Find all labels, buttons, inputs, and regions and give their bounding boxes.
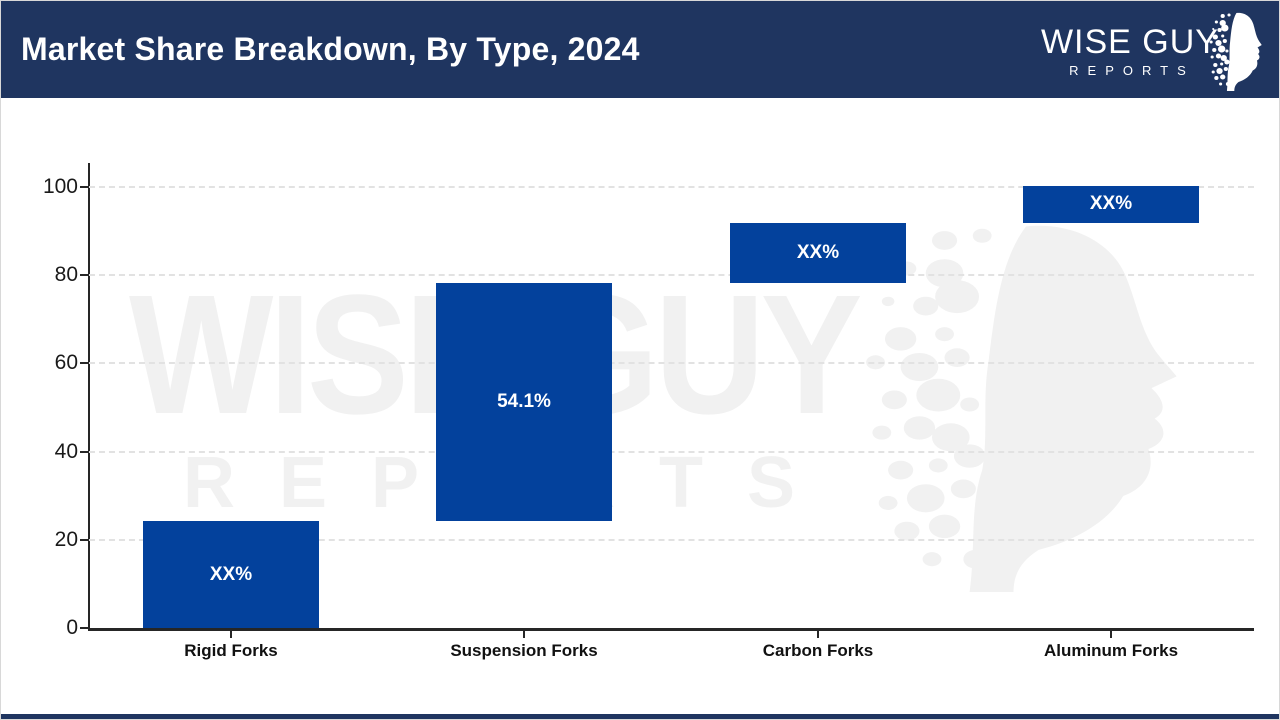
x-tick-mark: [817, 631, 819, 638]
watermark-face-dots-icon: [866, 225, 1177, 592]
gridline-40: [89, 450, 1254, 453]
logo-face-dots-icon: [1209, 12, 1262, 91]
gridline-100: [89, 186, 1254, 188]
y-tick-mark: [80, 274, 89, 277]
bar-aluminum-forks: XX%: [1023, 185, 1199, 223]
y-tick-label: 0: [66, 616, 78, 639]
bar-carbon-forks: XX%: [730, 222, 906, 283]
logo-text: WISE GUY REPORTS: [1041, 25, 1219, 78]
logo-reports-label: REPORTS: [1069, 63, 1195, 78]
x-axis-category-label: Aluminum Forks: [1043, 641, 1179, 660]
footer-bar: [1, 714, 1279, 719]
header-bar: Market Share Breakdown, By Type, 2024 WI…: [1, 1, 1279, 98]
y-tick-mark: [80, 450, 89, 453]
x-tick-mark: [523, 631, 525, 638]
y-tick-mark: [80, 538, 89, 541]
x-tick-mark: [230, 631, 232, 638]
bar-value-label: XX%: [209, 563, 253, 585]
bar-value-label: XX%: [1089, 193, 1133, 215]
y-axis-line: [88, 163, 90, 630]
logo-wiseguy-label: WISE GUY: [1040, 23, 1219, 61]
y-tick-label: 40: [54, 439, 78, 463]
y-tick-label: 80: [54, 263, 78, 287]
bar-value-label: XX%: [796, 241, 840, 263]
x-axis-category-label: Suspension Forks: [450, 641, 598, 660]
x-axis-category-label: Rigid Forks: [184, 641, 278, 660]
page-title: Market Share Breakdown, By Type, 2024: [21, 31, 640, 67]
wise-guy-reports-logo: WISE GUY REPORTS: [1041, 12, 1267, 91]
x-tick-mark: [1110, 631, 1112, 638]
gridline-60: [89, 362, 1254, 365]
bar-rigid-forks: XX%: [143, 521, 319, 628]
bar-suspension-forks: 54.1%: [436, 282, 612, 522]
y-tick-label: 60: [54, 351, 78, 375]
y-tick-mark: [80, 186, 89, 188]
bar-value-label: 54.1%: [497, 390, 551, 412]
y-tick-mark: [80, 362, 89, 365]
y-tick-label: 100: [42, 175, 78, 198]
y-tick-mark: [80, 627, 89, 629]
y-tick-label: 20: [54, 527, 78, 551]
x-axis-category-label: Carbon Forks: [762, 641, 874, 660]
gridline-80: [89, 274, 1254, 277]
x-axis-line: [88, 628, 1254, 631]
gridline-20: [89, 538, 1254, 541]
